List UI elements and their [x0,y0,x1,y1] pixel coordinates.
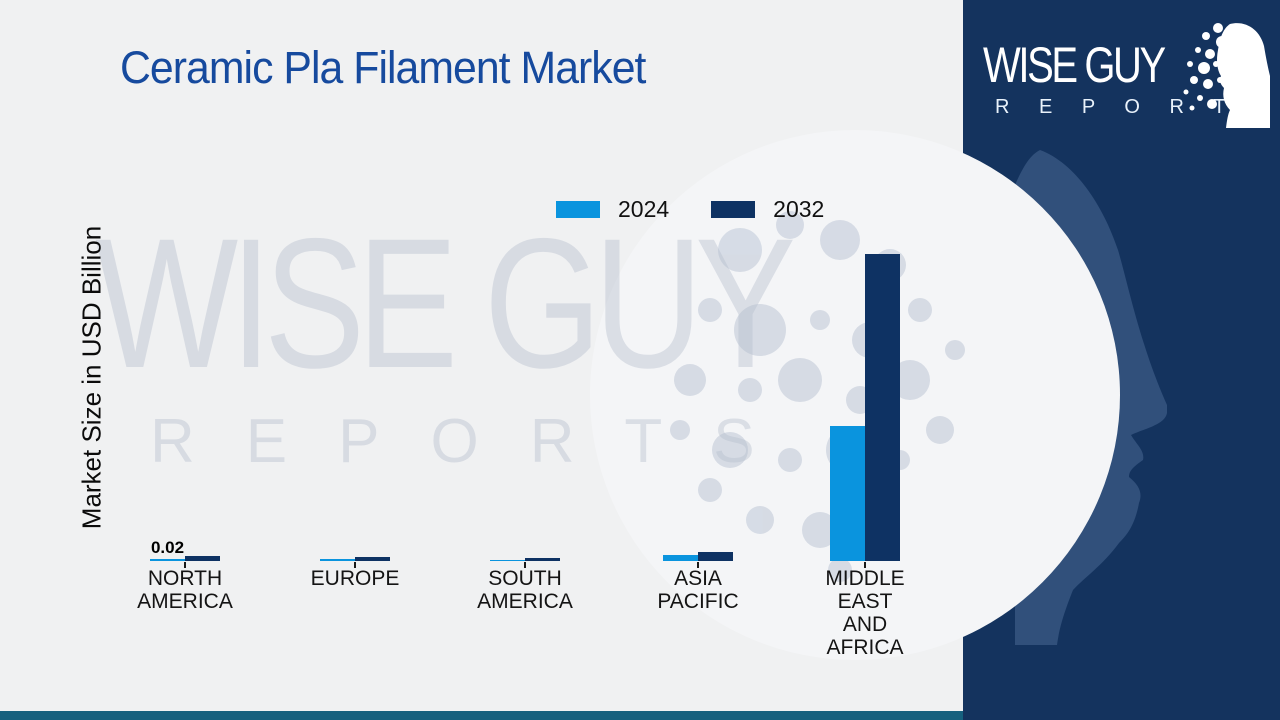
legend: 2024 2032 [556,196,824,223]
axis-tick-north-america [184,562,186,568]
bar-2032-middle-east-and-africa [865,253,900,561]
bar-value-label: 0.02 [150,537,185,557]
category-label-europe: EUROPE [310,567,400,590]
bar-2032-asia-pacific [698,552,733,561]
bar-2024-middle-east-and-africa [830,426,865,561]
bar-2032-europe [355,557,390,561]
bar-2024-north-america [150,558,185,561]
bar-2024-europe [320,559,355,561]
bar-2024-south-america [490,559,525,561]
category-label-north-america: NORTH AMERICA [137,567,233,613]
logo-face-icon [1183,23,1270,128]
logo-brand-text: WISE GUY [983,37,1166,93]
category-label-asia-pacific: ASIA PACIFIC [657,567,739,613]
axis-tick-middle-east-and-africa [864,562,866,568]
category-label-south-america: SOUTH AMERICA [477,567,573,613]
wiseguy-logo: WISE GUY R E P O R T S [983,40,1280,119]
bottom-accent-bar [0,711,963,720]
bar-2032-north-america [185,556,220,561]
logo-sub-text: R E P O R T S [995,96,1280,118]
legend-label-2032: 2032 [773,196,825,222]
axis-tick-europe [354,562,356,568]
bar-2032-south-america [525,557,560,561]
axis-tick-south-america [524,562,526,568]
legend-swatch-2032 [711,201,756,218]
axis-tick-asia-pacific [697,562,699,568]
bar-2024-asia-pacific [663,554,698,561]
chart-title: Ceramic Pla Filament Market [120,42,646,93]
legend-label-2024: 2024 [618,196,670,222]
category-label-middle-east-and-africa: MIDDLE EAST AND AFRICA [825,567,905,659]
legend-swatch-2024 [556,201,600,218]
